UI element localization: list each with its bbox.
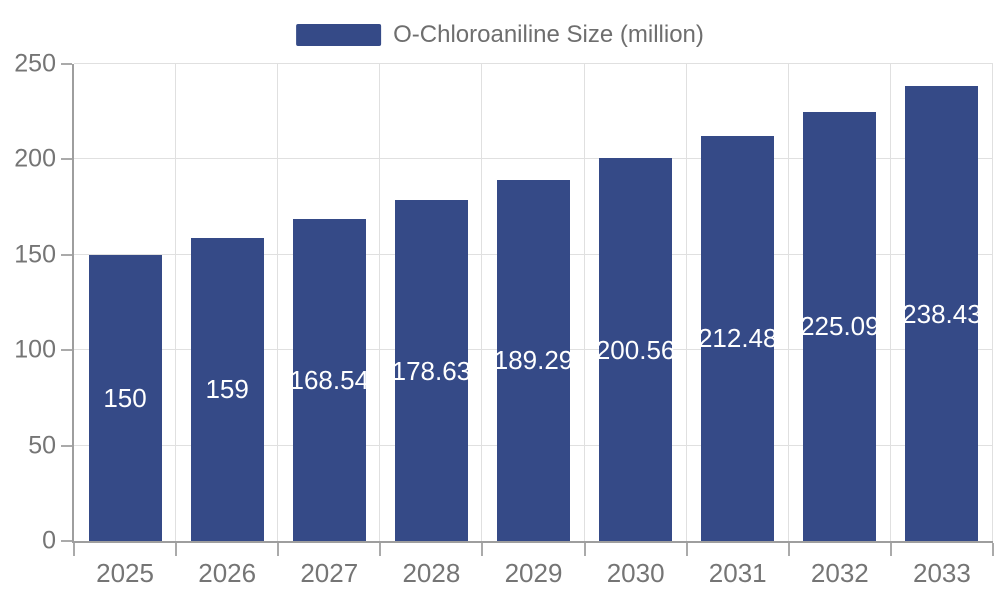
bar-value-label: 168.54 bbox=[289, 365, 370, 396]
y-axis-tick bbox=[61, 63, 72, 65]
bar bbox=[394, 200, 468, 541]
x-axis-tick-label: 2030 bbox=[606, 558, 665, 588]
y-axis-tick-label: 250 bbox=[14, 49, 56, 78]
x-axis-tick-label: 2032 bbox=[810, 558, 869, 588]
bar bbox=[701, 135, 775, 541]
gridline-horizontal bbox=[74, 63, 993, 64]
x-axis-tick bbox=[992, 543, 994, 556]
bar bbox=[497, 179, 570, 541]
bar bbox=[292, 219, 366, 541]
x-axis-tick-label: 2028 bbox=[402, 558, 461, 588]
y-axis-tick bbox=[61, 349, 72, 352]
y-axis-tick bbox=[61, 444, 72, 447]
x-axis-tick-label: 2027 bbox=[300, 558, 359, 588]
bar bbox=[190, 237, 264, 541]
x-axis-tick-label: 2031 bbox=[708, 558, 767, 588]
gridline-vertical bbox=[175, 64, 177, 541]
y-axis-tick bbox=[61, 253, 72, 256]
bar bbox=[803, 111, 877, 541]
legend-label: O-Chloroaniline Size (million) bbox=[393, 21, 704, 48]
gridline-vertical bbox=[889, 64, 891, 541]
gridline-vertical bbox=[481, 64, 483, 541]
bar-value-label: 200.56 bbox=[595, 334, 676, 365]
bar-value-label: 178.63 bbox=[391, 355, 472, 386]
x-axis-tick bbox=[379, 543, 382, 556]
legend-swatch bbox=[296, 24, 382, 46]
y-axis-tick-label: 0 bbox=[42, 526, 56, 555]
x-axis-tick bbox=[277, 543, 280, 556]
bar-value-label: 212.48 bbox=[697, 323, 778, 354]
gridline-vertical bbox=[583, 64, 585, 541]
gridline-vertical bbox=[787, 64, 789, 541]
x-axis-tick-label: 2029 bbox=[504, 558, 563, 588]
legend[interactable]: O-Chloroaniline Size (million) bbox=[296, 21, 704, 49]
y-axis-tick bbox=[61, 540, 72, 542]
bar-value-label: 150 bbox=[103, 382, 147, 413]
y-axis-tick bbox=[61, 158, 72, 161]
bar-value-label: 238.43 bbox=[902, 298, 982, 329]
x-axis-tick-label: 2025 bbox=[96, 558, 154, 588]
gridline-vertical bbox=[379, 64, 381, 541]
y-axis-tick-label: 150 bbox=[14, 240, 56, 269]
plot-area: 0 50 100 150 200 250 150 2025 159 2026 168.54 2027 1… bbox=[14, 51, 994, 588]
x-axis-tick bbox=[481, 543, 484, 556]
gridline-vertical bbox=[992, 64, 993, 541]
x-axis-tick bbox=[73, 543, 75, 556]
bar bbox=[599, 158, 673, 541]
y-axis-line bbox=[72, 64, 74, 543]
bar-value-label: 159 bbox=[205, 374, 249, 405]
gridline-vertical bbox=[277, 64, 279, 541]
gridline-horizontal bbox=[74, 158, 993, 160]
y-axis-tick-label: 100 bbox=[14, 335, 56, 364]
y-axis-tick-label: 200 bbox=[14, 144, 56, 173]
bar bbox=[88, 254, 162, 541]
gridline-vertical bbox=[685, 64, 687, 541]
bar-value-label: 225.09 bbox=[800, 311, 880, 342]
y-axis-tick-label: 50 bbox=[28, 431, 56, 460]
x-axis-tick bbox=[583, 543, 586, 556]
x-axis-line bbox=[72, 541, 993, 543]
x-axis-tick bbox=[889, 543, 892, 556]
x-axis-tick-label: 2033 bbox=[913, 558, 971, 588]
bar bbox=[905, 86, 979, 541]
bar-value-label: 189.29 bbox=[493, 345, 574, 376]
x-axis-tick bbox=[787, 543, 790, 556]
x-axis-tick bbox=[175, 543, 178, 556]
x-axis-tick bbox=[685, 543, 688, 556]
x-axis-tick-label: 2026 bbox=[198, 558, 257, 588]
